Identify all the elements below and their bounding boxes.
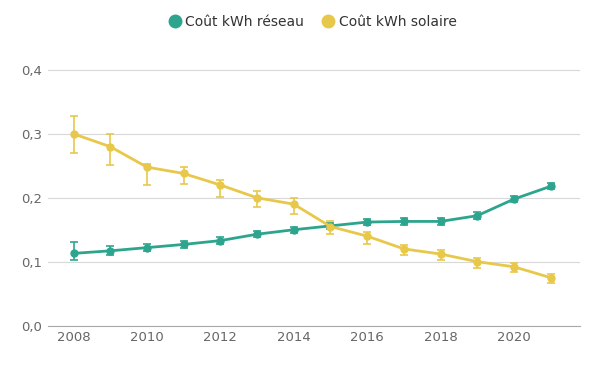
Legend: Coût kWh réseau, Coût kWh solaire: Coût kWh réseau, Coût kWh solaire <box>166 9 462 34</box>
